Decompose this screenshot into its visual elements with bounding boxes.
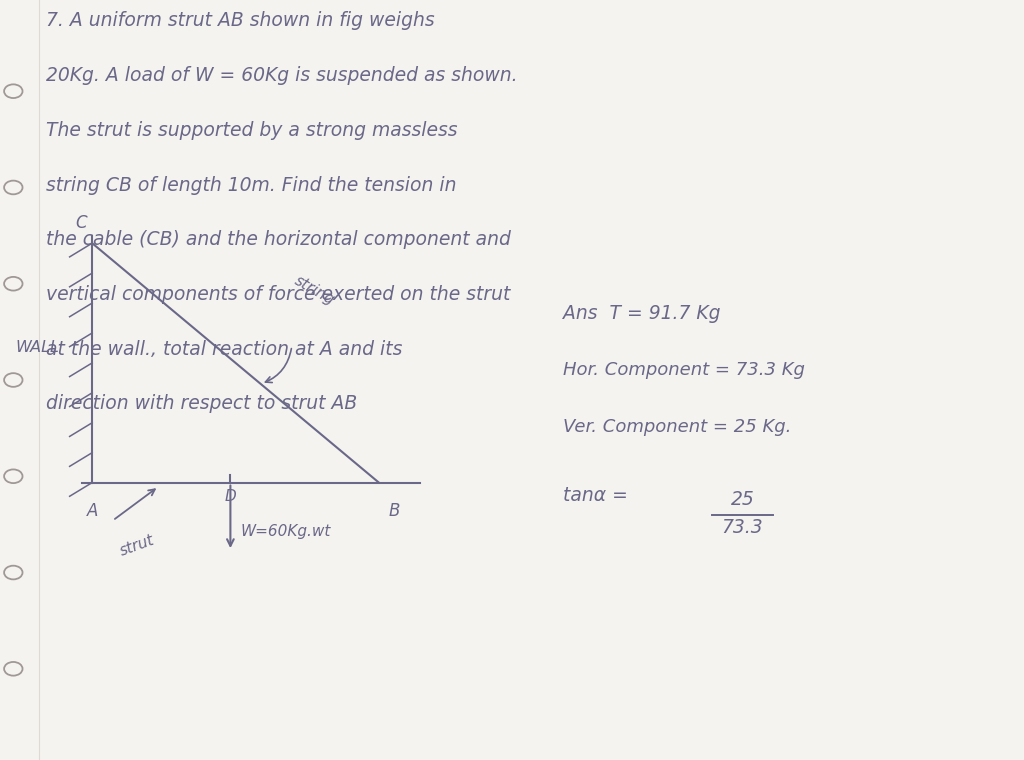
Text: WALL: WALL (15, 340, 59, 355)
Text: B: B (388, 502, 400, 520)
Text: D: D (224, 489, 237, 504)
Text: Ver. Component = 25 Kg.: Ver. Component = 25 Kg. (563, 418, 792, 436)
Text: vertical components of force exerted on the strut: vertical components of force exerted on … (46, 285, 510, 304)
Text: the cable (CB) and the horizontal component and: the cable (CB) and the horizontal compon… (46, 230, 511, 249)
Text: strut: strut (118, 532, 157, 559)
Text: direction with respect to strut AB: direction with respect to strut AB (46, 394, 357, 413)
Text: tanα =: tanα = (563, 486, 634, 505)
Text: C: C (76, 214, 87, 232)
Text: 25: 25 (730, 490, 755, 509)
Text: string: string (292, 273, 337, 308)
Text: 7. A uniform strut AB shown in fig weighs: 7. A uniform strut AB shown in fig weigh… (46, 11, 435, 30)
Text: string CB of length 10m. Find the tension in: string CB of length 10m. Find the tensio… (46, 176, 457, 195)
Text: 73.3: 73.3 (722, 518, 763, 537)
Text: A: A (86, 502, 98, 520)
Text: 20Kg. A load of W = 60Kg is suspended as shown.: 20Kg. A load of W = 60Kg is suspended as… (46, 66, 518, 85)
Text: The strut is supported by a strong massless: The strut is supported by a strong massl… (46, 121, 458, 140)
Text: Ans  T = 91.7 Kg: Ans T = 91.7 Kg (563, 304, 721, 323)
Text: W=60Kg.wt: W=60Kg.wt (241, 524, 331, 540)
Text: Hor. Component = 73.3 Kg: Hor. Component = 73.3 Kg (563, 361, 805, 379)
Text: at the wall., total reaction at A and its: at the wall., total reaction at A and it… (46, 340, 402, 359)
